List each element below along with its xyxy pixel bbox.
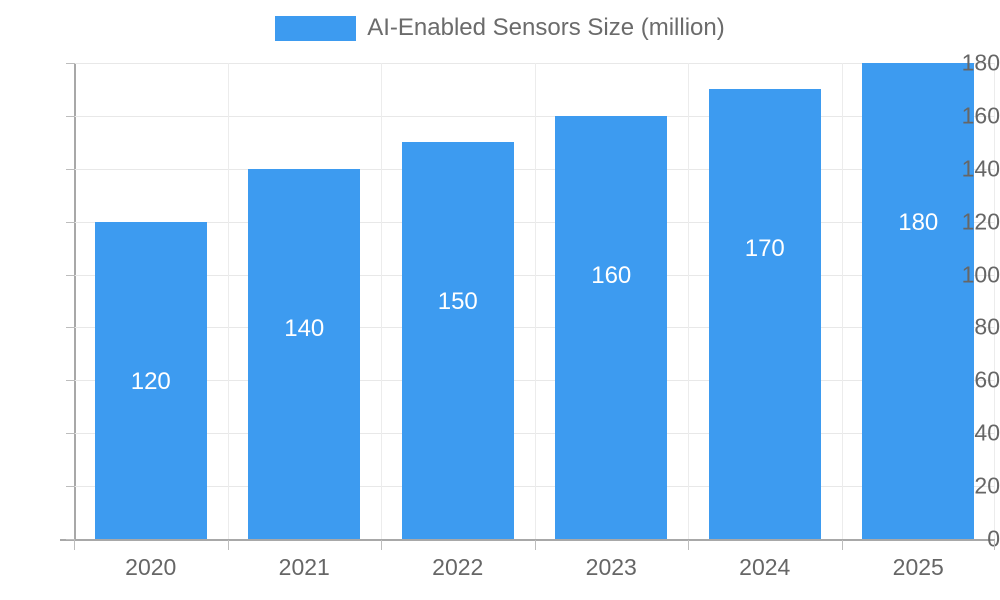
- gridline-vertical: [227, 63, 229, 539]
- y-axis-tick-mark: [66, 168, 75, 170]
- bar-2020[interactable]: [94, 221, 207, 539]
- y-axis-tick-mark: [66, 221, 75, 223]
- y-axis-tick-label: 180: [961, 49, 1000, 76]
- y-axis-tick-mark: [66, 274, 75, 276]
- y-axis-tick-mark: [66, 539, 75, 540]
- legend-item-label: AI-Enabled Sensors Size (million): [367, 14, 725, 41]
- x-axis-tick-mark: [534, 540, 536, 550]
- bar-2021[interactable]: [248, 168, 361, 539]
- bar-2025[interactable]: [862, 63, 975, 539]
- y-axis-tick-label: 60: [974, 366, 1000, 393]
- x-axis-tick-mark: [381, 540, 382, 550]
- y-axis-tick-label: 20: [974, 472, 1000, 499]
- y-axis-tick-mark: [66, 433, 75, 435]
- y-axis-tick-label: 120: [961, 208, 1000, 235]
- y-axis-tick-mark: [66, 115, 75, 117]
- legend-item-ai-enabled-sensors[interactable]: AI-Enabled Sensors Size (million): [275, 14, 725, 41]
- bar-2024[interactable]: [708, 89, 821, 539]
- x-axis-tick-mark: [74, 540, 75, 550]
- x-axis-tick-mark: [227, 540, 229, 550]
- x-axis-tick-label-2023: 2023: [585, 554, 637, 580]
- bar-2022[interactable]: [401, 142, 514, 539]
- y-axis-tick-mark: [66, 486, 75, 488]
- x-axis-tick-mark: [994, 540, 995, 550]
- y-axis-tick-label: 160: [961, 102, 1000, 129]
- y-axis-tick-mark: [66, 327, 75, 329]
- y-axis-tick-label: 40: [974, 419, 1000, 446]
- x-axis-tick-label-2025: 2025: [892, 554, 944, 580]
- x-axis-tick-mark: [841, 540, 843, 550]
- x-axis-tick-label-2024: 2024: [739, 554, 791, 580]
- bar-2023[interactable]: [555, 115, 668, 539]
- gridline-vertical: [688, 63, 689, 539]
- y-axis-tick-label: 0: [987, 525, 1000, 552]
- gridline-vertical: [841, 63, 843, 539]
- x-axis-tick-label-2022: 2022: [432, 554, 484, 580]
- x-axis-tick-label-2021: 2021: [278, 554, 330, 580]
- y-axis-tick-label: 80: [974, 313, 1000, 340]
- gridline-vertical: [534, 63, 536, 539]
- x-axis-tick-mark: [688, 540, 689, 550]
- chart-legend: AI-Enabled Sensors Size (million): [0, 0, 1000, 56]
- y-axis-tick-label: 100: [961, 261, 1000, 288]
- y-axis-tick-mark: [66, 63, 75, 64]
- y-axis-line: [74, 63, 76, 540]
- x-axis-tick-label-2020: 2020: [125, 554, 177, 580]
- x-axis-line: [60, 539, 995, 541]
- y-axis-tick-mark: [66, 380, 75, 382]
- gridline-vertical: [381, 63, 382, 539]
- plot-area: 120 140 150 160 170 180: [74, 63, 995, 539]
- legend-color-swatch-icon: [275, 15, 357, 41]
- gridline-vertical: [994, 63, 995, 539]
- y-axis-tick-label: 140: [961, 155, 1000, 182]
